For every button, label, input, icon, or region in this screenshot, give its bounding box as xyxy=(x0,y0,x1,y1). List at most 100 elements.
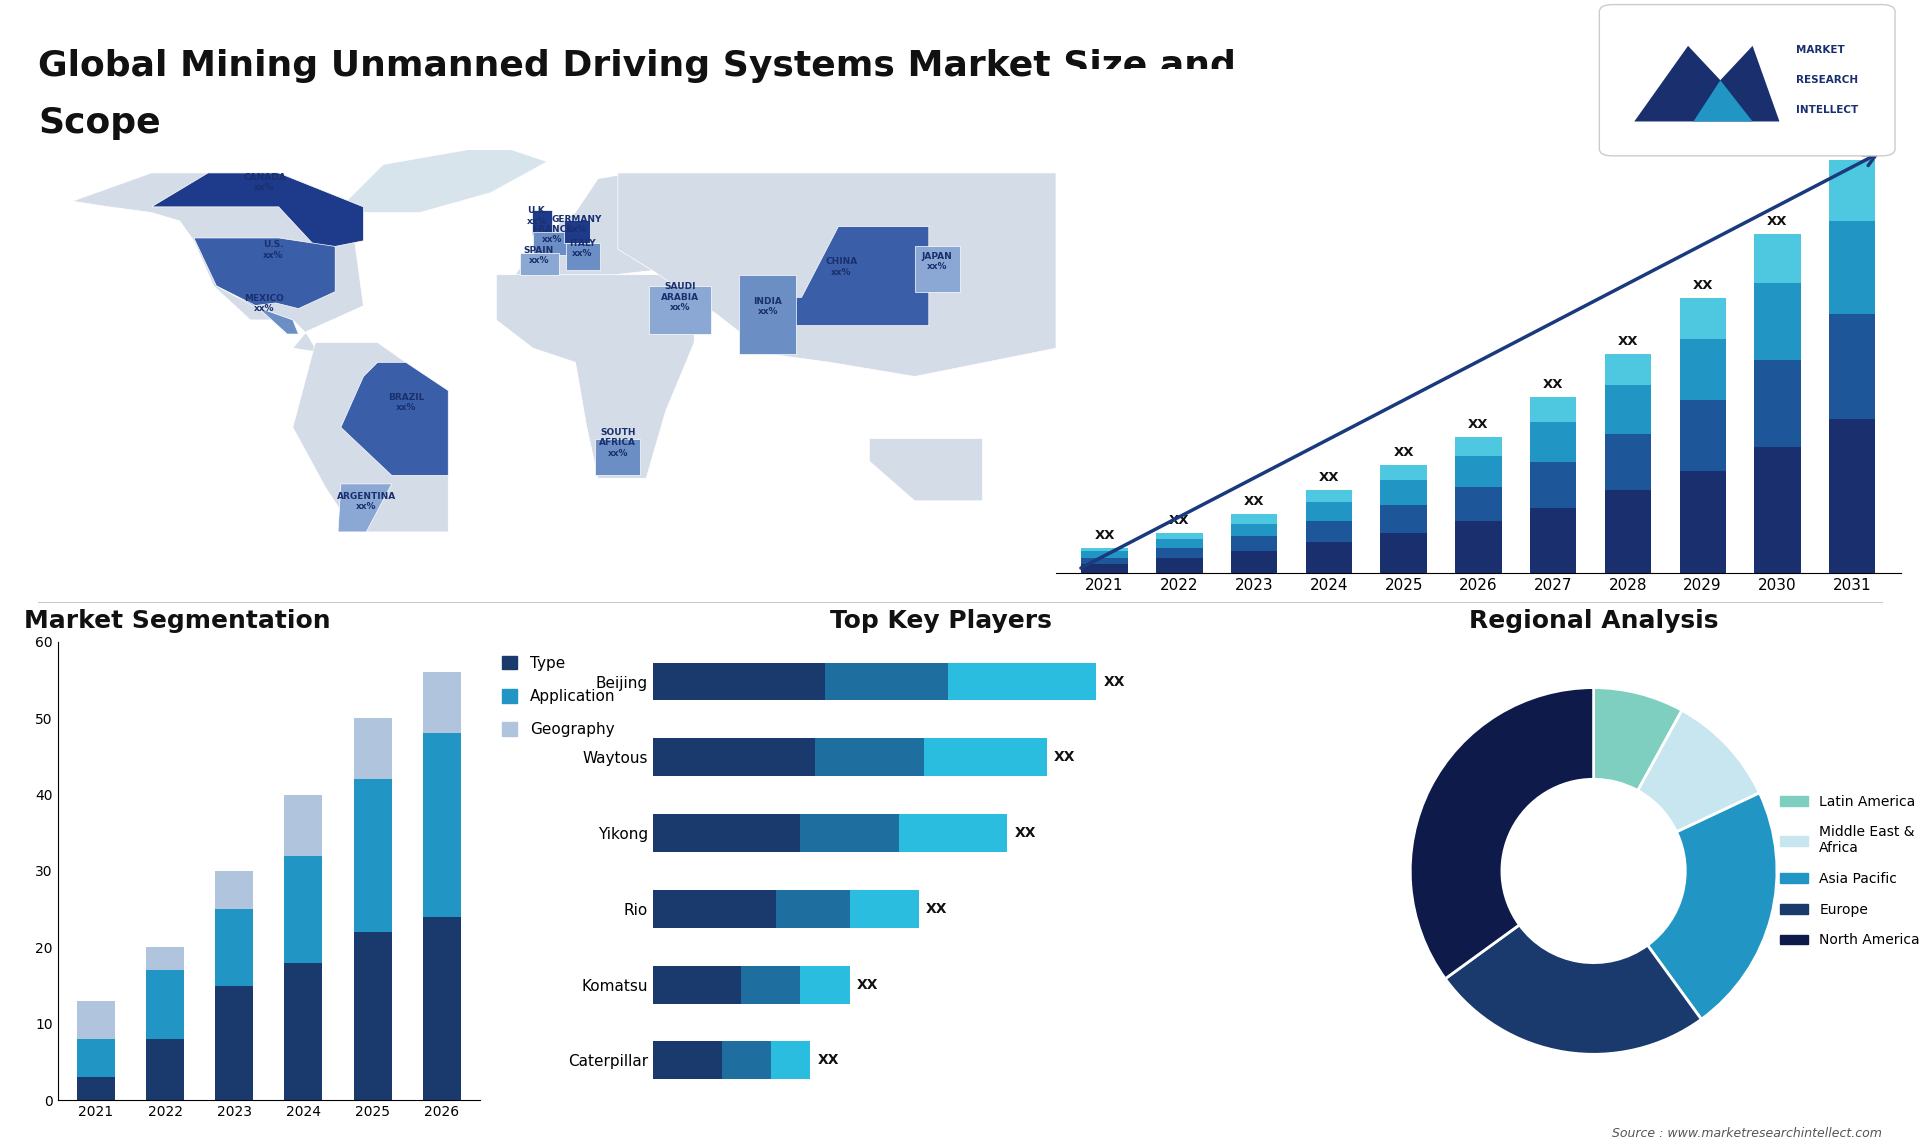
Bar xyxy=(146,948,184,971)
Bar xyxy=(1605,489,1651,573)
Bar xyxy=(1530,462,1576,508)
Bar xyxy=(776,890,851,928)
Text: Global Mining Unmanned Driving Systems Market Size and: Global Mining Unmanned Driving Systems M… xyxy=(38,49,1236,84)
Title: Regional Analysis: Regional Analysis xyxy=(1469,609,1718,633)
Bar xyxy=(1455,438,1501,456)
Polygon shape xyxy=(534,231,572,254)
Text: MARKET: MARKET xyxy=(1795,45,1845,55)
Bar xyxy=(215,909,253,986)
Text: XX: XX xyxy=(1544,378,1563,391)
Bar xyxy=(77,1000,115,1039)
Text: XX: XX xyxy=(925,902,948,916)
Bar xyxy=(1231,551,1277,573)
Bar xyxy=(1680,400,1726,471)
Polygon shape xyxy=(294,343,447,532)
Text: XX: XX xyxy=(1619,335,1638,348)
Polygon shape xyxy=(73,173,363,354)
Bar xyxy=(146,1039,184,1100)
Bar xyxy=(1156,533,1202,539)
Polygon shape xyxy=(520,252,559,275)
Title: Top Key Players: Top Key Players xyxy=(829,609,1052,633)
Wedge shape xyxy=(1647,793,1776,1019)
Bar xyxy=(1605,434,1651,489)
Polygon shape xyxy=(618,173,1056,376)
Bar xyxy=(816,738,924,776)
Text: U.S.
xx%: U.S. xx% xyxy=(263,241,284,260)
Text: RESEARCH: RESEARCH xyxy=(1795,76,1859,85)
Text: XX: XX xyxy=(1394,446,1413,458)
Text: XX: XX xyxy=(1692,280,1713,292)
Polygon shape xyxy=(495,275,695,478)
Bar xyxy=(353,932,392,1100)
Bar xyxy=(1830,418,1876,573)
Polygon shape xyxy=(336,144,547,212)
Bar xyxy=(1081,548,1127,551)
Polygon shape xyxy=(595,439,641,476)
Text: Market Segmentation: Market Segmentation xyxy=(23,609,330,633)
Text: XX: XX xyxy=(1054,751,1075,764)
Bar xyxy=(1755,447,1801,573)
Bar xyxy=(215,871,253,909)
Bar xyxy=(826,662,948,700)
Legend: Type, Application, Geography: Type, Application, Geography xyxy=(495,650,622,744)
Bar xyxy=(1231,515,1277,524)
Polygon shape xyxy=(217,286,298,335)
Wedge shape xyxy=(1638,711,1759,832)
Text: GERMANY
xx%: GERMANY xx% xyxy=(551,215,603,234)
Bar xyxy=(1081,551,1127,558)
Bar xyxy=(801,814,899,851)
Bar xyxy=(215,986,253,1100)
Bar xyxy=(1755,360,1801,447)
Bar xyxy=(1755,234,1801,283)
Bar xyxy=(1081,558,1127,564)
Bar xyxy=(1380,480,1427,505)
FancyBboxPatch shape xyxy=(1599,5,1895,156)
Bar xyxy=(284,963,323,1100)
Bar xyxy=(924,738,1046,776)
Bar xyxy=(146,971,184,1039)
Bar xyxy=(422,673,461,733)
Polygon shape xyxy=(870,439,983,501)
Bar xyxy=(653,890,776,928)
Bar xyxy=(1455,487,1501,520)
Text: CHINA
xx%: CHINA xx% xyxy=(826,258,858,276)
Text: Source : www.marketresearchintellect.com: Source : www.marketresearchintellect.com xyxy=(1611,1128,1882,1140)
Wedge shape xyxy=(1446,925,1701,1054)
Bar xyxy=(284,794,323,856)
Text: U.K.
xx%: U.K. xx% xyxy=(526,206,547,226)
Bar xyxy=(948,662,1096,700)
Polygon shape xyxy=(532,210,553,235)
Bar xyxy=(77,1077,115,1100)
Bar xyxy=(1306,502,1352,520)
Polygon shape xyxy=(152,173,363,246)
Bar xyxy=(1455,520,1501,573)
Bar xyxy=(1830,314,1876,418)
Polygon shape xyxy=(914,246,960,292)
Bar xyxy=(284,856,323,963)
Bar xyxy=(653,1042,722,1080)
Bar xyxy=(722,1042,772,1080)
Text: BRAZIL
xx%: BRAZIL xx% xyxy=(388,393,424,413)
Bar xyxy=(1530,398,1576,422)
Bar xyxy=(1830,221,1876,314)
Text: XX: XX xyxy=(1104,675,1125,689)
Text: XX: XX xyxy=(1766,214,1788,228)
Bar xyxy=(1530,422,1576,462)
Bar xyxy=(1680,298,1726,338)
Polygon shape xyxy=(1634,46,1780,121)
Text: XX: XX xyxy=(1244,495,1265,508)
Bar xyxy=(1680,471,1726,573)
Text: SOUTH
AFRICA
xx%: SOUTH AFRICA xx% xyxy=(599,427,636,457)
Wedge shape xyxy=(1594,688,1682,791)
Text: XX: XX xyxy=(1014,826,1037,840)
Polygon shape xyxy=(649,286,710,335)
Polygon shape xyxy=(513,173,684,277)
Bar xyxy=(422,733,461,917)
Bar xyxy=(1455,456,1501,487)
Bar xyxy=(1680,338,1726,400)
Bar xyxy=(1530,508,1576,573)
Text: XX: XX xyxy=(1094,529,1116,542)
Text: XX: XX xyxy=(1169,513,1190,527)
Polygon shape xyxy=(338,484,392,532)
Text: XX: XX xyxy=(856,978,879,991)
